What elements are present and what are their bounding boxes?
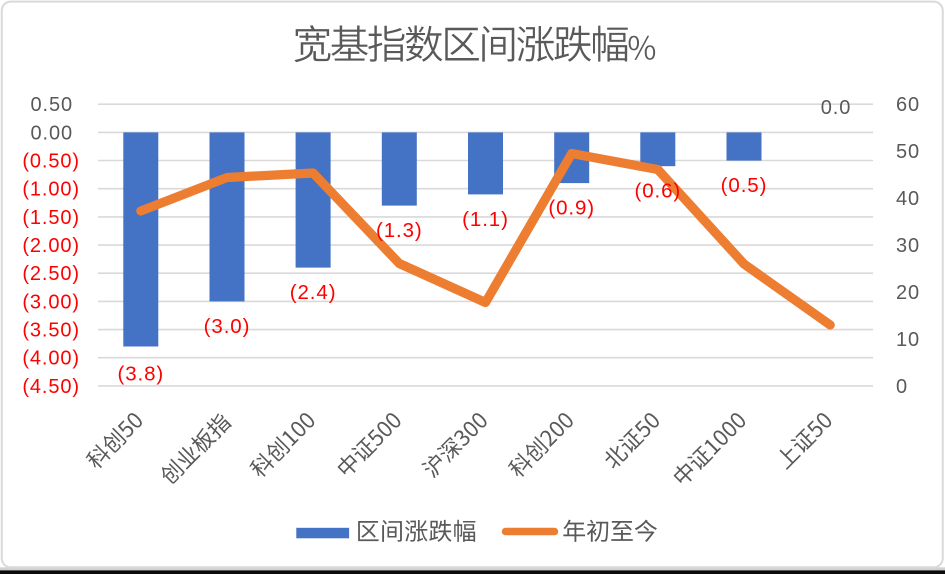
svg-text:(0.50): (0.50) [22, 150, 80, 172]
svg-text:(0.5): (0.5) [721, 174, 768, 197]
svg-text:20: 20 [896, 282, 920, 304]
svg-text:(1.1): (1.1) [462, 208, 509, 231]
svg-text:0.0: 0.0 [821, 97, 852, 119]
svg-text:(1.00): (1.00) [22, 179, 80, 201]
svg-text:0.50: 0.50 [30, 94, 73, 116]
svg-text:30: 30 [896, 235, 920, 257]
svg-text:40: 40 [896, 188, 920, 210]
svg-text:50: 50 [896, 141, 920, 163]
svg-text:(3.00): (3.00) [22, 291, 80, 313]
svg-text:(3.50): (3.50) [22, 320, 80, 342]
svg-text:(1.50): (1.50) [22, 207, 80, 229]
svg-text:10: 10 [896, 329, 920, 351]
svg-text:(2.50): (2.50) [22, 263, 80, 285]
svg-text:(0.9): (0.9) [548, 197, 595, 220]
svg-text:(2.4): (2.4) [290, 281, 337, 304]
svg-text:(4.50): (4.50) [22, 376, 80, 398]
svg-text:(3.8): (3.8) [117, 363, 164, 386]
svg-text:60: 60 [896, 94, 920, 116]
svg-text:(0.6): (0.6) [634, 180, 681, 203]
svg-text:(2.00): (2.00) [22, 235, 80, 257]
svg-text:(1.3): (1.3) [376, 219, 423, 242]
svg-text:0: 0 [896, 376, 908, 398]
svg-text:(3.0): (3.0) [204, 315, 251, 338]
svg-text:0.00: 0.00 [30, 122, 73, 144]
svg-text:(4.00): (4.00) [22, 348, 80, 370]
